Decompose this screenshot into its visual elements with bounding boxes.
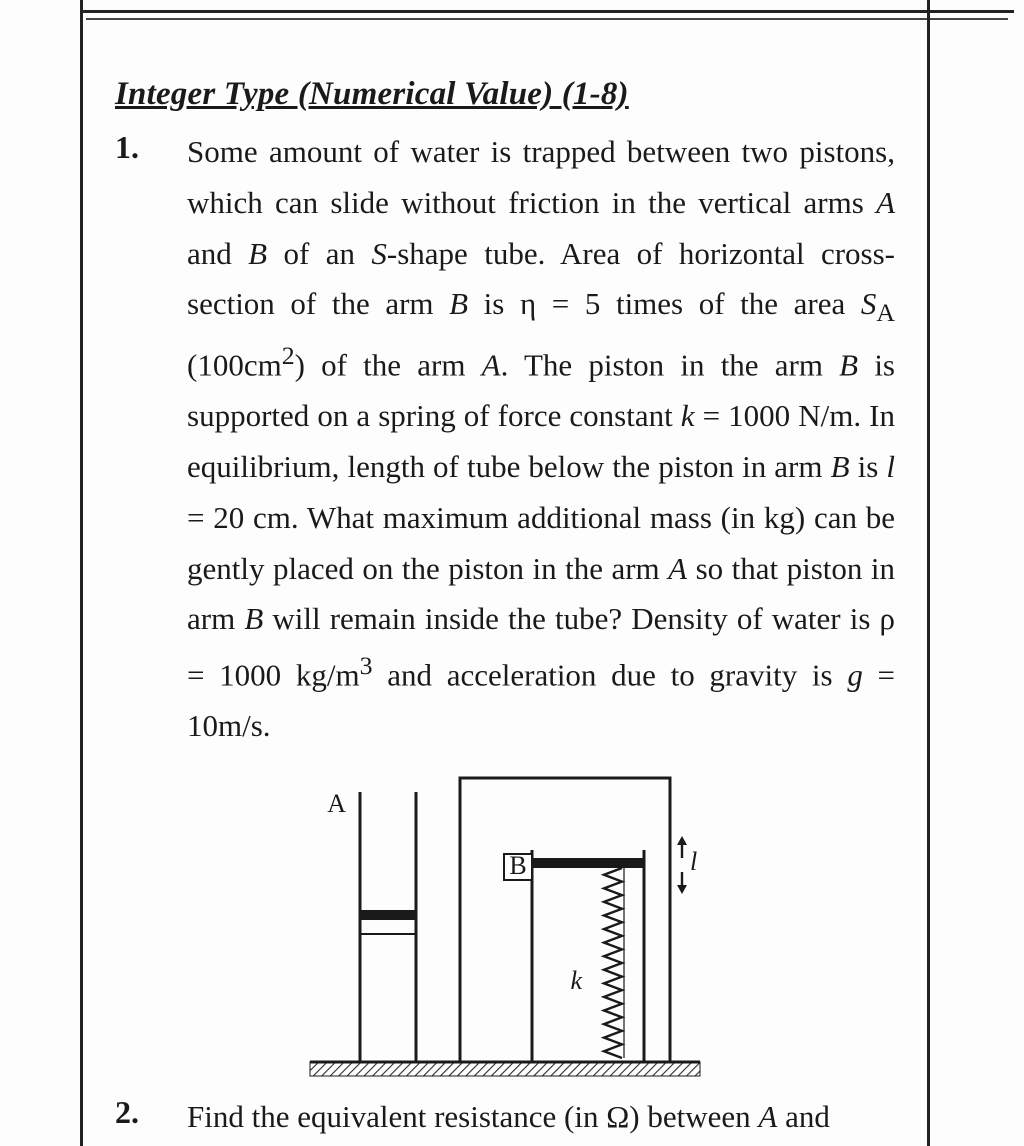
s-tube-figure: A Bl k — [270, 762, 740, 1082]
question-number-1: 1. — [115, 127, 153, 752]
question-text-1: Some amount of water is trapped between … — [187, 127, 895, 752]
section-heading: Integer Type (Numerical Value) (1-8) — [115, 76, 895, 113]
svg-text:A: A — [327, 789, 346, 818]
svg-text:B: B — [509, 851, 526, 880]
question-text-2: Find the equivalent resistance (in Ω) be… — [187, 1092, 830, 1143]
page-frame: Integer Type (Numerical Value) (1-8) 1. … — [80, 0, 930, 1146]
question-1: 1. Some amount of water is trapped betwe… — [115, 127, 895, 752]
question-number-2: 2. — [115, 1092, 153, 1143]
svg-text:k: k — [570, 966, 582, 995]
svg-text:l: l — [690, 847, 697, 876]
question-2: 2. Find the equivalent resistance (in Ω)… — [115, 1092, 895, 1143]
figure-container: A Bl k — [115, 762, 895, 1082]
